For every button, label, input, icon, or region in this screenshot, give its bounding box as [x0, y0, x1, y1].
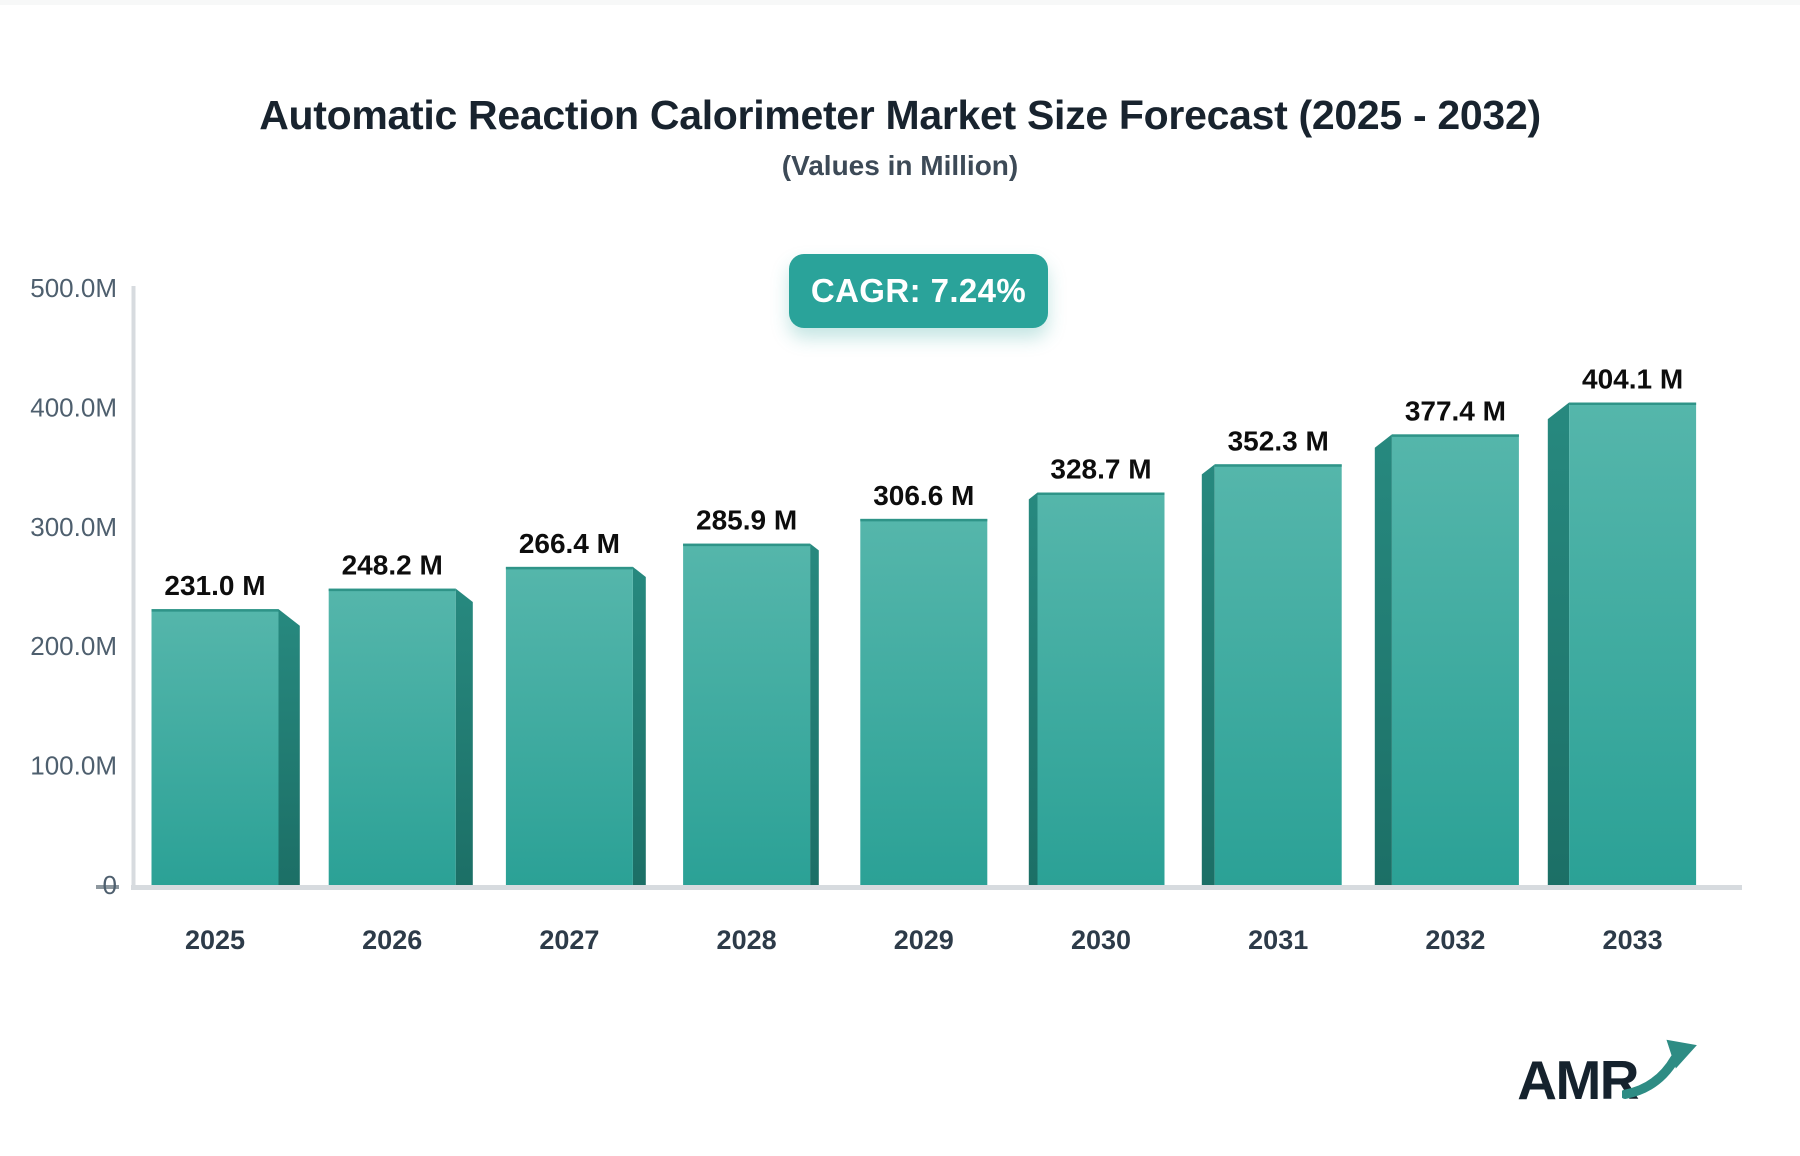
bar-value-label-2026: 248.2 M	[342, 550, 443, 581]
bar-value-label-2031: 352.3 M	[1228, 425, 1329, 456]
bar-2027[interactable]	[505, 566, 633, 885]
chart-header: Automatic Reaction Calorimeter Market Si…	[0, 92, 1800, 182]
bar-2033[interactable]	[1569, 402, 1697, 885]
bar-2030[interactable]	[1037, 492, 1165, 885]
top-border	[0, 0, 1800, 5]
bar-side-2025	[278, 609, 300, 885]
y-axis-label-300: 300.0M	[30, 512, 117, 542]
cagr-badge-label: CAGR: 7.24%	[810, 272, 1027, 309]
x-axis-label-2031: 2031	[1248, 925, 1308, 955]
x-axis-label-2029: 2029	[894, 925, 954, 955]
x-axis-label-2028: 2028	[717, 925, 777, 955]
bar-value-label-2033: 404.1 M	[1582, 364, 1683, 395]
arrow-swoosh	[1620, 1053, 1680, 1099]
bar-side-2031	[1201, 464, 1215, 885]
bar-2028[interactable]	[683, 543, 811, 885]
bar-value-label-2029: 306.6 M	[873, 480, 974, 511]
arrow-head	[1666, 1039, 1697, 1069]
bar-value-label-2025: 231.0 M	[164, 570, 265, 601]
bar-value-label-2032: 377.4 M	[1405, 395, 1506, 426]
chart-subtitle: (Values in Million)	[781, 150, 1019, 182]
bar-2029[interactable]	[860, 518, 988, 885]
x-axis-label-2027: 2027	[539, 925, 599, 955]
bar-2025[interactable]	[151, 609, 279, 885]
y-axis-label-500: 500.0M	[30, 273, 117, 303]
y-axis-label-100: 100.0M	[30, 751, 117, 781]
x-axis-label-2033: 2033	[1603, 925, 1663, 955]
x-axis-label-2025: 2025	[185, 925, 245, 955]
bar-side-2027	[632, 566, 646, 885]
x-axis-label-2032: 2032	[1425, 925, 1485, 955]
bar-side-2033	[1547, 402, 1570, 885]
x-axis-label-2030: 2030	[1071, 925, 1131, 955]
bar-value-label-2027: 266.4 M	[519, 528, 620, 559]
bar-side-2026	[455, 588, 473, 885]
chart-title: Automatic Reaction Calorimeter Market Si…	[259, 92, 1541, 138]
y-axis-label-0: 0	[103, 870, 117, 900]
bar-2031[interactable]	[1214, 464, 1342, 885]
y-axis-label-200: 200.0M	[30, 631, 117, 661]
bar-2026[interactable]	[328, 588, 456, 885]
cagr-badge: CAGR: 7.24%	[789, 254, 1048, 328]
bar-value-label-2028: 285.9 M	[696, 505, 797, 536]
amr-logo: AMR	[1517, 1035, 1700, 1108]
bar-value-label-2030: 328.7 M	[1050, 454, 1151, 485]
growth-arrow-icon	[1620, 1035, 1700, 1104]
bar-side-2028	[810, 543, 819, 885]
bar-side-2032	[1374, 434, 1392, 885]
y-axis-label-400: 400.0M	[30, 392, 117, 422]
bar-side-2030	[1028, 492, 1038, 885]
bar-2032[interactable]	[1391, 434, 1519, 885]
x-axis-label-2026: 2026	[362, 925, 422, 955]
amr-logo-text: AMR	[1517, 1049, 1639, 1111]
